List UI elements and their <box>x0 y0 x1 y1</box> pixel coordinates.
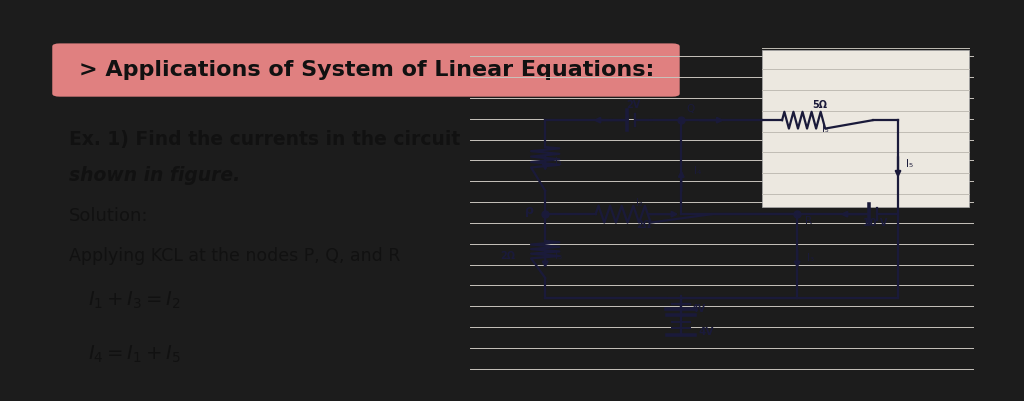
Text: $I_1 + I_3 = I_2$: $I_1 + I_3 = I_2$ <box>88 289 181 311</box>
Text: 5Ω: 5Ω <box>812 100 827 110</box>
Text: 2V: 2V <box>626 100 640 110</box>
Text: I₃: I₃ <box>555 251 562 261</box>
Text: I₅: I₅ <box>905 159 912 169</box>
Text: 4V: 4V <box>691 304 706 314</box>
Text: Q: Q <box>686 104 694 114</box>
Text: I₄: I₄ <box>694 166 701 176</box>
Text: shown in figure.: shown in figure. <box>70 166 241 185</box>
Text: $I_4 = I_1 + I_5$: $I_4 = I_1 + I_5$ <box>88 344 181 365</box>
Text: ρ: ρ <box>525 204 534 217</box>
Text: 10 V: 10 V <box>863 218 887 228</box>
Text: I₅: I₅ <box>822 124 829 134</box>
Text: 2Ω: 2Ω <box>636 220 651 230</box>
FancyBboxPatch shape <box>762 50 969 207</box>
Text: I₁: I₁ <box>555 158 562 168</box>
Text: Ex. 1) Find the currents in the circuit: Ex. 1) Find the currents in the circuit <box>70 130 461 149</box>
Text: Solution:: Solution: <box>70 207 148 225</box>
Text: I₃: I₃ <box>807 253 814 263</box>
Text: 4V: 4V <box>699 327 715 337</box>
Text: > Applications of System of Linear Equations:: > Applications of System of Linear Equat… <box>79 60 654 80</box>
Text: 2Ω: 2Ω <box>500 251 515 261</box>
Text: R: R <box>805 216 812 226</box>
FancyBboxPatch shape <box>52 43 680 97</box>
Text: Applying KCL at the nodes P, Q, and R: Applying KCL at the nodes P, Q, and R <box>70 247 400 265</box>
Text: I₂: I₂ <box>636 198 643 208</box>
